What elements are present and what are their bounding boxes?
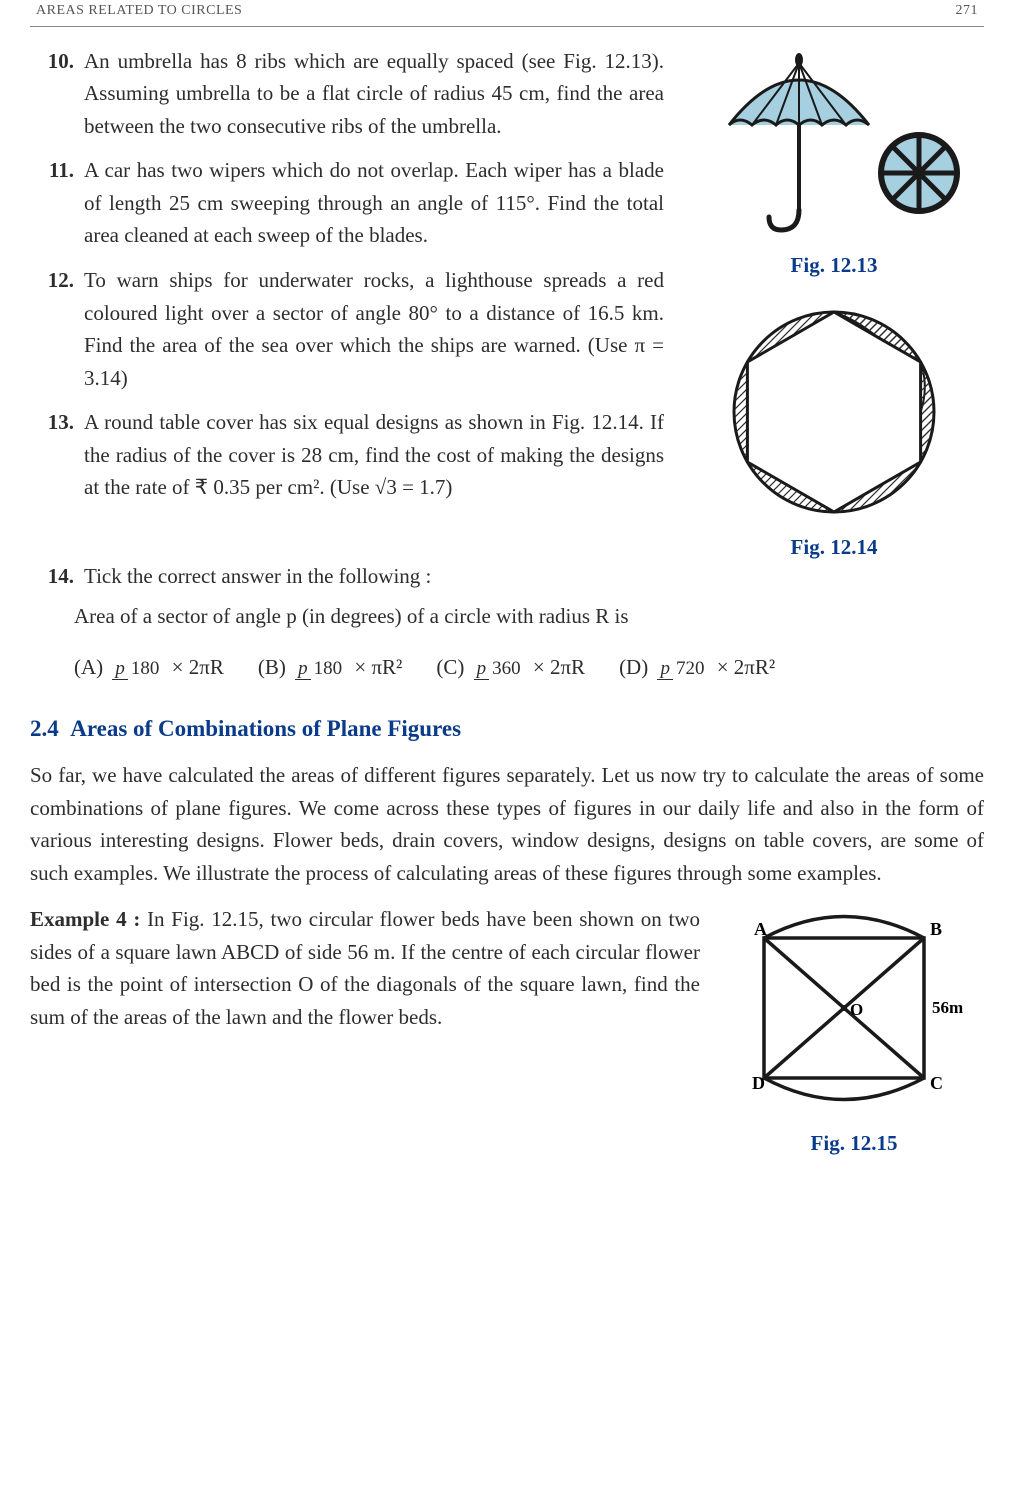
question-13: 13. A round table cover has six equal de…: [30, 406, 664, 504]
fig-12-13-caption: Fig. 12.13: [684, 249, 984, 282]
question-number: 12.: [30, 264, 84, 297]
answer-options: (A) p180 × 2πR (B) p180 × πR² (C) p360 ×…: [74, 651, 984, 684]
question-text: To warn ships for underwater rocks, a li…: [84, 264, 664, 394]
questions-col: 10. An umbrella has 8 ribs which are equ…: [30, 45, 684, 564]
question-14: 14. Tick the correct answer in the follo…: [30, 560, 984, 593]
label-56m: 56m: [932, 998, 963, 1017]
option-label: (B): [258, 655, 286, 679]
question-number: 10.: [30, 45, 84, 78]
option-tail: × 2πR: [533, 655, 585, 679]
question-10: 10. An umbrella has 8 ribs which are equ…: [30, 45, 664, 143]
running-header: AREAS RELATED TO CIRCLES 271: [30, 0, 984, 22]
header-left: AREAS RELATED TO CIRCLES: [36, 0, 242, 22]
q14-subline-text: Area of a sector of angle p (in degrees)…: [74, 604, 629, 628]
q14-subline: Area of a sector of angle p (in degrees)…: [74, 600, 984, 633]
question-text: An umbrella has 8 ribs which are equally…: [84, 45, 664, 143]
fig-12-15-svg: A B C D O 56m: [734, 903, 974, 1123]
option-label: (D): [619, 655, 648, 679]
option-a: (A) p180 × 2πR: [74, 651, 224, 684]
question-text: A round table cover has six equal design…: [84, 406, 664, 504]
example-lead: Example 4 :: [30, 907, 140, 931]
option-label: (C): [436, 655, 464, 679]
label-A: A: [754, 919, 767, 939]
example-figure: A B C D O 56m Fig. 12.15: [724, 903, 984, 1160]
page: AREAS RELATED TO CIRCLES 271 10. An umbr…: [0, 0, 1024, 1200]
question-12: 12. To warn ships for underwater rocks, …: [30, 264, 664, 394]
figures-col: Fig. 12.13: [684, 45, 984, 564]
question-text: A car has two wipers which do not overla…: [84, 154, 664, 252]
label-D: D: [752, 1073, 765, 1093]
fig-12-13: [699, 45, 969, 245]
option-tail: × 2πR²: [717, 655, 776, 679]
question-number: 14.: [30, 560, 84, 593]
option-tail: × πR²: [354, 655, 402, 679]
label-O: O: [850, 1000, 863, 1019]
top-block: 10. An umbrella has 8 ribs which are equ…: [30, 45, 984, 564]
question-number: 13.: [30, 406, 84, 439]
question-text: Tick the correct answer in the following…: [84, 560, 984, 593]
header-rule: [30, 26, 984, 27]
question-11: 11. A car has two wipers which do not ov…: [30, 154, 664, 252]
option-d: (D) p720 × 2πR²: [619, 651, 775, 684]
label-C: C: [930, 1073, 943, 1093]
fig-12-14: [719, 297, 949, 527]
option-b: (B) p180 × πR²: [258, 651, 403, 684]
option-label: (A): [74, 655, 103, 679]
example-block: Example 4 : In Fig. 12.15, two circular …: [30, 903, 984, 1160]
option-tail: × 2πR: [172, 655, 224, 679]
section-title: Areas of Combinations of Plane Figures: [70, 716, 461, 741]
question-number: 11.: [30, 154, 84, 187]
label-B: B: [930, 919, 942, 939]
section-heading: 2.4 Areas of Combinations of Plane Figur…: [30, 711, 984, 747]
option-c: (C) p360 × 2πR: [436, 651, 585, 684]
header-right: 271: [956, 0, 979, 22]
fig-12-15-caption: Fig. 12.15: [724, 1127, 984, 1160]
section-number: 2.4: [30, 716, 59, 741]
intro-paragraph: So far, we have calculated the areas of …: [30, 759, 984, 889]
example-text: Example 4 : In Fig. 12.15, two circular …: [30, 903, 700, 1160]
